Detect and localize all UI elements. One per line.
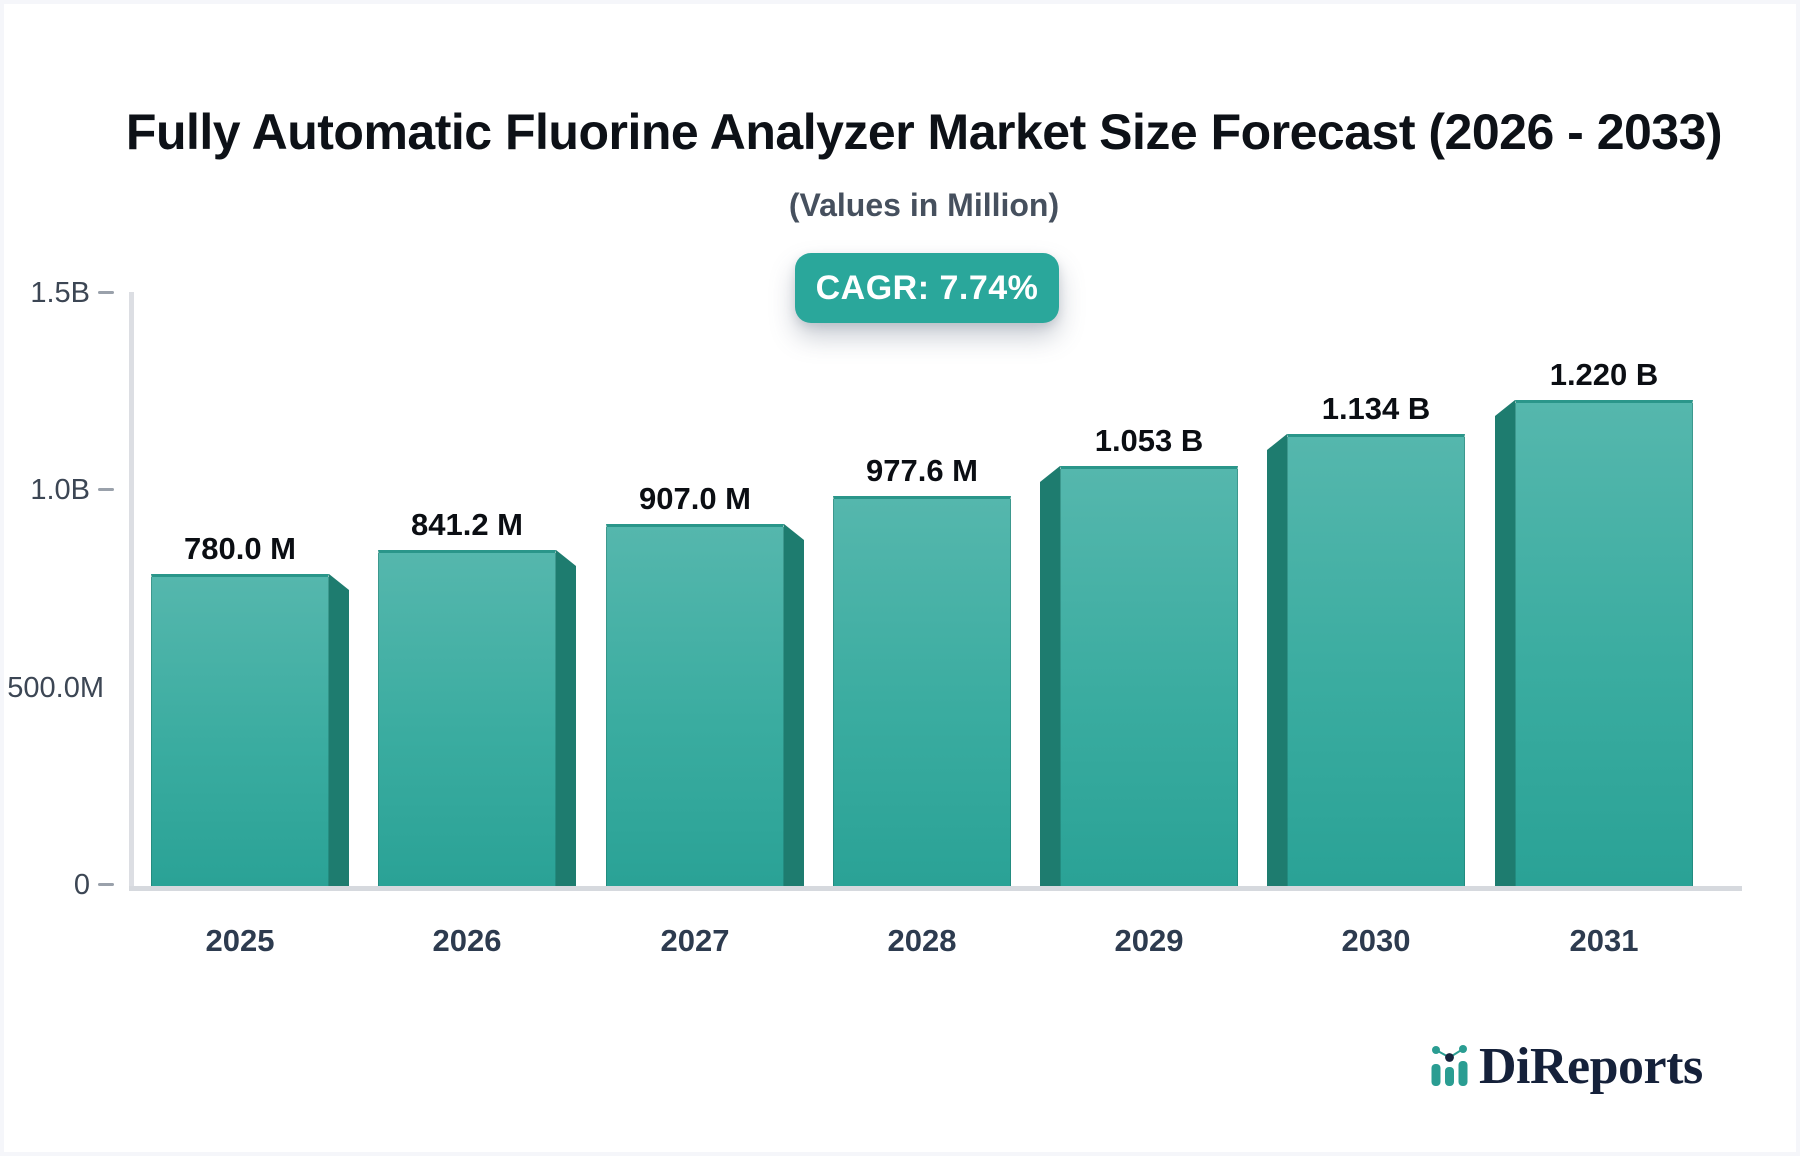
cagr-badge-label: CAGR: 7.74% xyxy=(815,268,1039,307)
bar-2026[interactable] xyxy=(378,550,556,886)
brand-logo-text: DiReports xyxy=(1479,1038,1703,1095)
y-tick-dash xyxy=(98,488,114,491)
y-tick-label: 500.0M xyxy=(7,672,104,704)
x-axis-label: 2030 xyxy=(1341,923,1411,958)
chart-title: Fully Automatic Fluorine Analyzer Market… xyxy=(125,104,1723,160)
y-tick-dash xyxy=(98,883,114,886)
x-axis-label: 2029 xyxy=(1114,923,1184,958)
bar-3d-side xyxy=(1267,434,1287,886)
bar-2028[interactable] xyxy=(833,496,1011,886)
bar-value-label: 780.0 M xyxy=(183,531,296,566)
bar-3d-side xyxy=(556,550,576,886)
bar-3d-side xyxy=(329,574,349,886)
bar-value-label: 841.2 M xyxy=(410,507,523,542)
bar-2025[interactable] xyxy=(151,574,329,886)
x-axis-label: 2028 xyxy=(887,923,957,958)
bar-value-label: 907.0 M xyxy=(638,481,751,516)
x-axis-label: 2026 xyxy=(432,923,502,958)
cagr-badge: CAGR: 7.74% xyxy=(795,253,1059,323)
y-tick-label: 1.0B xyxy=(30,474,90,506)
y-axis-line xyxy=(129,292,134,886)
bar-2029[interactable] xyxy=(1060,466,1238,886)
y-tick-label: 0 xyxy=(73,869,90,901)
bar-chart-trend-logo-icon xyxy=(1431,1045,1468,1086)
bar-value-label: 977.6 M xyxy=(865,453,978,488)
bar-3d-side xyxy=(784,524,804,886)
y-tick-label: 1.5B xyxy=(30,277,90,309)
bar-value-label: 1.220 B xyxy=(1549,357,1659,392)
bar-value-label: 1.134 B xyxy=(1321,391,1431,426)
bar-3d-side xyxy=(1040,466,1060,886)
brand-logo[interactable]: DiReports xyxy=(1430,1036,1703,1098)
x-axis-label: 2027 xyxy=(660,923,730,958)
chart-subtitle: (Values in Million) xyxy=(788,187,1060,223)
bar-2030[interactable] xyxy=(1287,434,1465,886)
x-axis-label: 2031 xyxy=(1569,923,1639,958)
bar-2027[interactable] xyxy=(606,524,784,886)
y-tick-dash xyxy=(98,291,114,294)
bar-3d-side xyxy=(1495,400,1515,886)
x-axis-line xyxy=(129,886,1742,891)
bar-value-label: 1.053 B xyxy=(1094,423,1204,458)
x-axis-label: 2025 xyxy=(205,923,275,958)
bar-2031[interactable] xyxy=(1515,400,1693,886)
